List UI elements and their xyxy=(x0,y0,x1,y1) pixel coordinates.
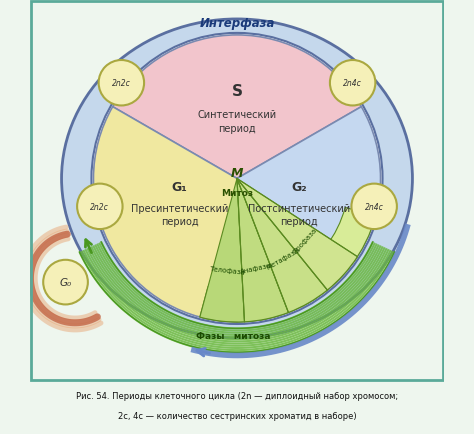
Text: G₁: G₁ xyxy=(172,181,187,194)
Wedge shape xyxy=(93,107,237,322)
Wedge shape xyxy=(237,179,289,322)
Wedge shape xyxy=(200,208,376,322)
Text: Интерфаза: Интерфаза xyxy=(199,17,275,30)
Circle shape xyxy=(77,184,123,230)
Text: G₀: G₀ xyxy=(59,277,72,287)
Text: Постсинтетический
период: Постсинтетический период xyxy=(248,203,350,227)
Text: 2n2c: 2n2c xyxy=(91,202,109,211)
Text: Телофаза: Телофаза xyxy=(210,265,246,275)
Text: Профаза: Профаза xyxy=(292,226,318,254)
Wedge shape xyxy=(237,179,328,313)
Ellipse shape xyxy=(91,34,383,324)
Wedge shape xyxy=(200,179,245,322)
Text: G₂: G₂ xyxy=(292,181,307,194)
Text: Метафаза: Метафаза xyxy=(265,247,301,270)
Text: 2n4c: 2n4c xyxy=(365,202,383,211)
Wedge shape xyxy=(237,107,381,322)
Text: Синтетический
период: Синтетический период xyxy=(198,110,276,133)
Wedge shape xyxy=(113,36,361,179)
Text: Анафаза: Анафаза xyxy=(240,262,272,275)
Text: Рис. 54. Периоды клеточного цикла (2n — диплоидный набор хромосом;: Рис. 54. Периоды клеточного цикла (2n — … xyxy=(76,391,398,400)
Text: S: S xyxy=(231,84,243,99)
Text: Фазы   митоза: Фазы митоза xyxy=(196,331,270,340)
Text: 2c, 4c — количество сестринских хроматид в наборе): 2c, 4c — количество сестринских хроматид… xyxy=(118,411,356,421)
Wedge shape xyxy=(237,179,357,290)
Circle shape xyxy=(330,61,375,106)
Text: Митоз: Митоз xyxy=(221,189,253,198)
Circle shape xyxy=(99,61,144,106)
Circle shape xyxy=(351,184,397,230)
Ellipse shape xyxy=(62,20,412,338)
Text: 2n2c: 2n2c xyxy=(112,79,131,88)
Text: 2n4c: 2n4c xyxy=(343,79,362,88)
Circle shape xyxy=(43,260,88,305)
Text: M: M xyxy=(231,166,243,179)
Text: Пресинтетический
период: Пресинтетический период xyxy=(131,203,228,227)
